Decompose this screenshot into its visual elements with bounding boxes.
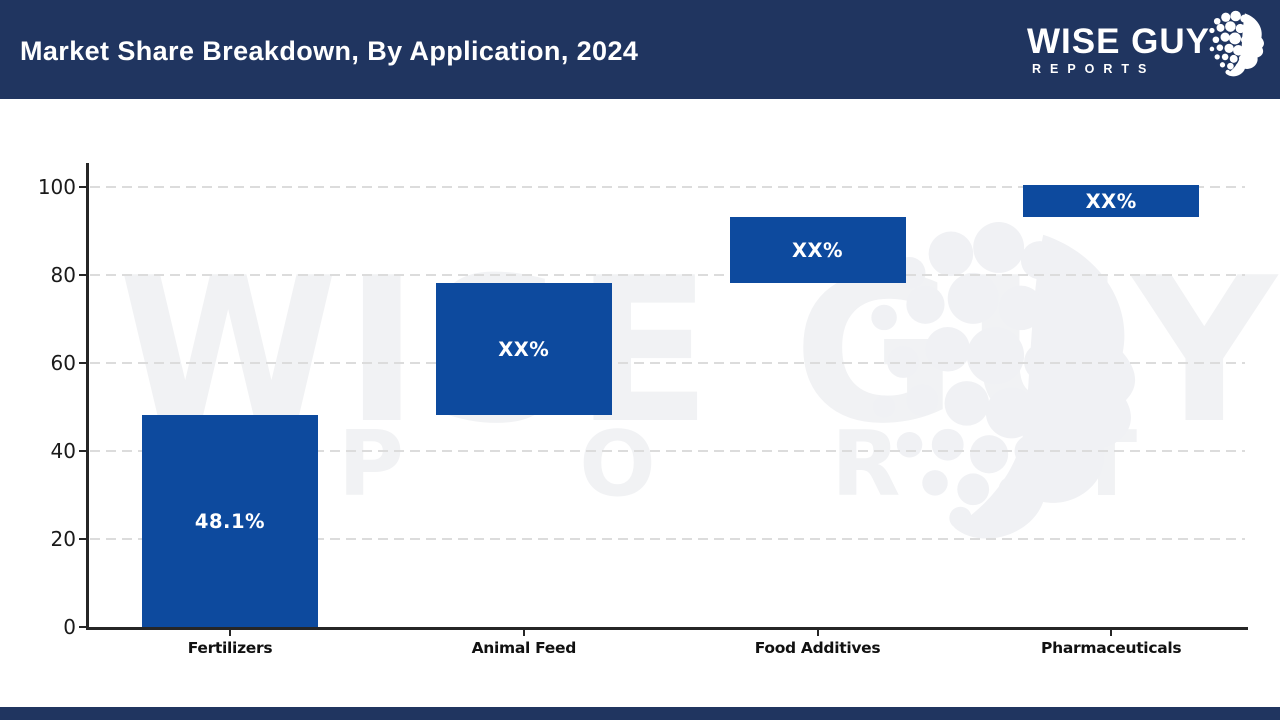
y-tick-mark bbox=[79, 450, 86, 452]
brand-logo-text: WISE GUY REPORTS bbox=[1027, 24, 1210, 76]
brand-name: WISE GUY bbox=[1026, 22, 1210, 61]
gridline bbox=[90, 274, 1245, 276]
x-tick-mark bbox=[816, 630, 819, 636]
gridline bbox=[90, 186, 1245, 188]
bar: 48.1% bbox=[142, 415, 318, 627]
bar-value-label: XX% bbox=[1085, 189, 1137, 213]
y-tick-label: 80 bbox=[50, 263, 76, 287]
bar-value-label: XX% bbox=[498, 337, 550, 361]
bar-value-label: 48.1% bbox=[194, 509, 266, 533]
bar: XX% bbox=[1023, 185, 1200, 217]
bar: XX% bbox=[729, 216, 906, 284]
footer-bar bbox=[0, 707, 1280, 720]
y-axis bbox=[86, 163, 89, 630]
gridline bbox=[90, 450, 1245, 452]
y-tick-label: 60 bbox=[50, 351, 76, 375]
y-tick-mark bbox=[79, 626, 86, 628]
x-category-label: Pharmaceuticals bbox=[1041, 639, 1182, 657]
header: Market Share Breakdown, By Application, … bbox=[0, 0, 1280, 99]
y-tick-label: 0 bbox=[63, 615, 76, 639]
page-title: Market Share Breakdown, By Application, … bbox=[20, 36, 639, 66]
gridline bbox=[90, 538, 1245, 540]
x-tick-mark bbox=[522, 630, 525, 636]
x-category-label: Fertilizers bbox=[187, 639, 273, 657]
y-tick-label: 100 bbox=[37, 175, 76, 199]
x-category-label: Animal Feed bbox=[471, 639, 577, 657]
x-tick-mark bbox=[1110, 630, 1113, 636]
y-tick-label: 40 bbox=[50, 439, 76, 463]
x-tick-mark bbox=[229, 630, 231, 636]
gridline bbox=[90, 362, 1245, 364]
bar: XX% bbox=[435, 283, 612, 416]
y-tick-mark bbox=[79, 538, 86, 540]
y-tick-mark bbox=[79, 362, 86, 364]
y-tick-label: 20 bbox=[50, 527, 76, 551]
y-tick-mark bbox=[79, 186, 86, 188]
brand-subname: REPORTS bbox=[1031, 62, 1156, 76]
logo-head-icon bbox=[1209, 10, 1264, 77]
x-category-label: Food Additives bbox=[754, 639, 881, 657]
x-axis bbox=[86, 627, 1248, 630]
bar-value-label: XX% bbox=[791, 238, 844, 262]
brand-logo: WISE GUY REPORTS bbox=[1027, 8, 1270, 92]
y-tick-mark bbox=[79, 274, 86, 276]
